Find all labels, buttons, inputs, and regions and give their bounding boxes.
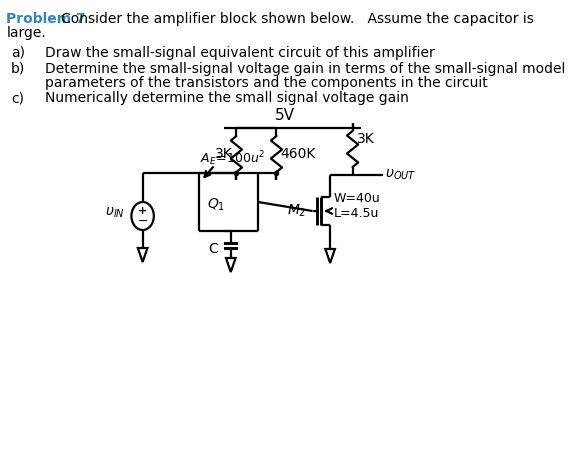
- Text: 5V: 5V: [274, 108, 295, 123]
- Text: W=40u
L=4.5u: W=40u L=4.5u: [334, 192, 380, 220]
- Text: Determine the small-signal voltage gain in terms of the small-signal model: Determine the small-signal voltage gain …: [45, 62, 565, 76]
- Text: $Q_1$: $Q_1$: [207, 197, 225, 213]
- Text: $\upsilon_{OUT}$: $\upsilon_{OUT}$: [384, 168, 416, 182]
- Text: c): c): [11, 91, 24, 105]
- Text: C: C: [208, 242, 218, 256]
- Text: +: +: [138, 206, 147, 217]
- Text: b): b): [11, 62, 25, 76]
- Text: $\upsilon_{IN}$: $\upsilon_{IN}$: [105, 206, 125, 220]
- Text: a): a): [11, 46, 25, 60]
- Text: $M_2$: $M_2$: [287, 203, 306, 219]
- Text: Problem 7: Problem 7: [6, 12, 86, 26]
- Text: Numerically determine the small signal voltage gain: Numerically determine the small signal v…: [45, 91, 409, 105]
- Text: 3K: 3K: [215, 147, 232, 161]
- Text: large.: large.: [6, 26, 46, 40]
- Text: Consider the amplifier block shown below.   Assume the capacitor is: Consider the amplifier block shown below…: [61, 12, 534, 26]
- Text: parameters of the transistors and the components in the circuit: parameters of the transistors and the co…: [45, 76, 488, 90]
- Text: −: −: [137, 215, 148, 228]
- Text: 460K: 460K: [280, 147, 316, 161]
- Text: $A_E\!=\!100u^2$: $A_E\!=\!100u^2$: [200, 150, 266, 168]
- Text: Draw the small-signal equivalent circuit of this amplifier: Draw the small-signal equivalent circuit…: [45, 46, 435, 60]
- Text: 3K: 3K: [357, 132, 375, 146]
